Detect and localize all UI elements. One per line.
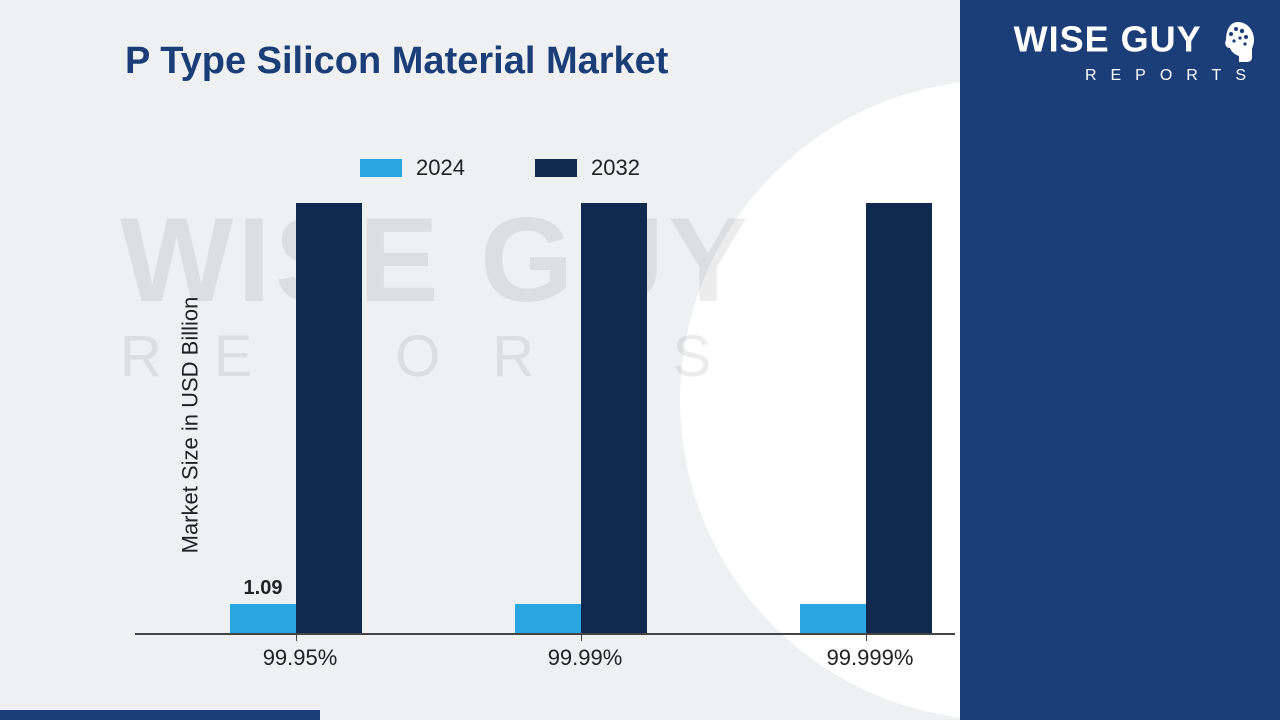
legend-label-2024: 2024 — [416, 155, 465, 181]
x-category-label: 99.95% — [263, 645, 338, 671]
bar-group: 1.0999.95% — [230, 203, 370, 633]
bar-2024 — [230, 604, 296, 633]
brand-line2: REPORTS — [1014, 68, 1260, 84]
legend-item-2032: 2032 — [535, 155, 640, 181]
x-tick — [866, 633, 867, 641]
bar-2032 — [581, 203, 647, 633]
bar-2032 — [866, 203, 932, 633]
x-category-label: 99.99% — [548, 645, 623, 671]
bottom-accent-bar — [0, 710, 320, 720]
legend: 2024 2032 — [40, 155, 960, 181]
x-category-label: 99.999% — [827, 645, 914, 671]
x-tick — [296, 633, 297, 641]
brand-band — [960, 0, 1280, 720]
bar-2024 — [515, 604, 581, 633]
chart-area: Market Size in USD Billion 2024 2032 1.0… — [40, 155, 960, 695]
head-icon — [1216, 20, 1260, 64]
legend-label-2032: 2032 — [591, 155, 640, 181]
legend-swatch-2032 — [535, 159, 577, 177]
plot-area: 1.0999.95% 99.99% 99.999% — [135, 205, 955, 635]
brand-logo: WISE GUY REPORTS — [1014, 20, 1260, 84]
legend-swatch-2024 — [360, 159, 402, 177]
brand-line1: WISE GUY — [1014, 19, 1201, 60]
bar-2032 — [296, 203, 362, 633]
bar-value-label: 1.09 — [230, 577, 296, 600]
chart-title: P Type Silicon Material Market — [125, 40, 668, 83]
bar-group: 99.99% — [515, 203, 655, 633]
infographic-canvas: WISE GUY REPORTS WISE GUY REPORTS P Type… — [0, 0, 1280, 720]
legend-item-2024: 2024 — [360, 155, 465, 181]
bar-group: 99.999% — [800, 203, 940, 633]
x-tick — [581, 633, 582, 641]
bar-2024 — [800, 604, 866, 633]
